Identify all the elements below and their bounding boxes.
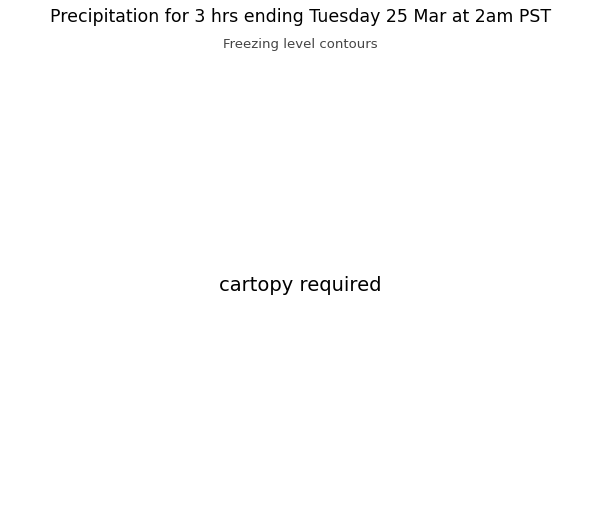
Text: Freezing level contours: Freezing level contours [223,38,378,51]
Text: cartopy required: cartopy required [219,277,382,295]
Text: Precipitation for 3 hrs ending Tuesday 25 Mar at 2am PST: Precipitation for 3 hrs ending Tuesday 2… [50,8,551,26]
